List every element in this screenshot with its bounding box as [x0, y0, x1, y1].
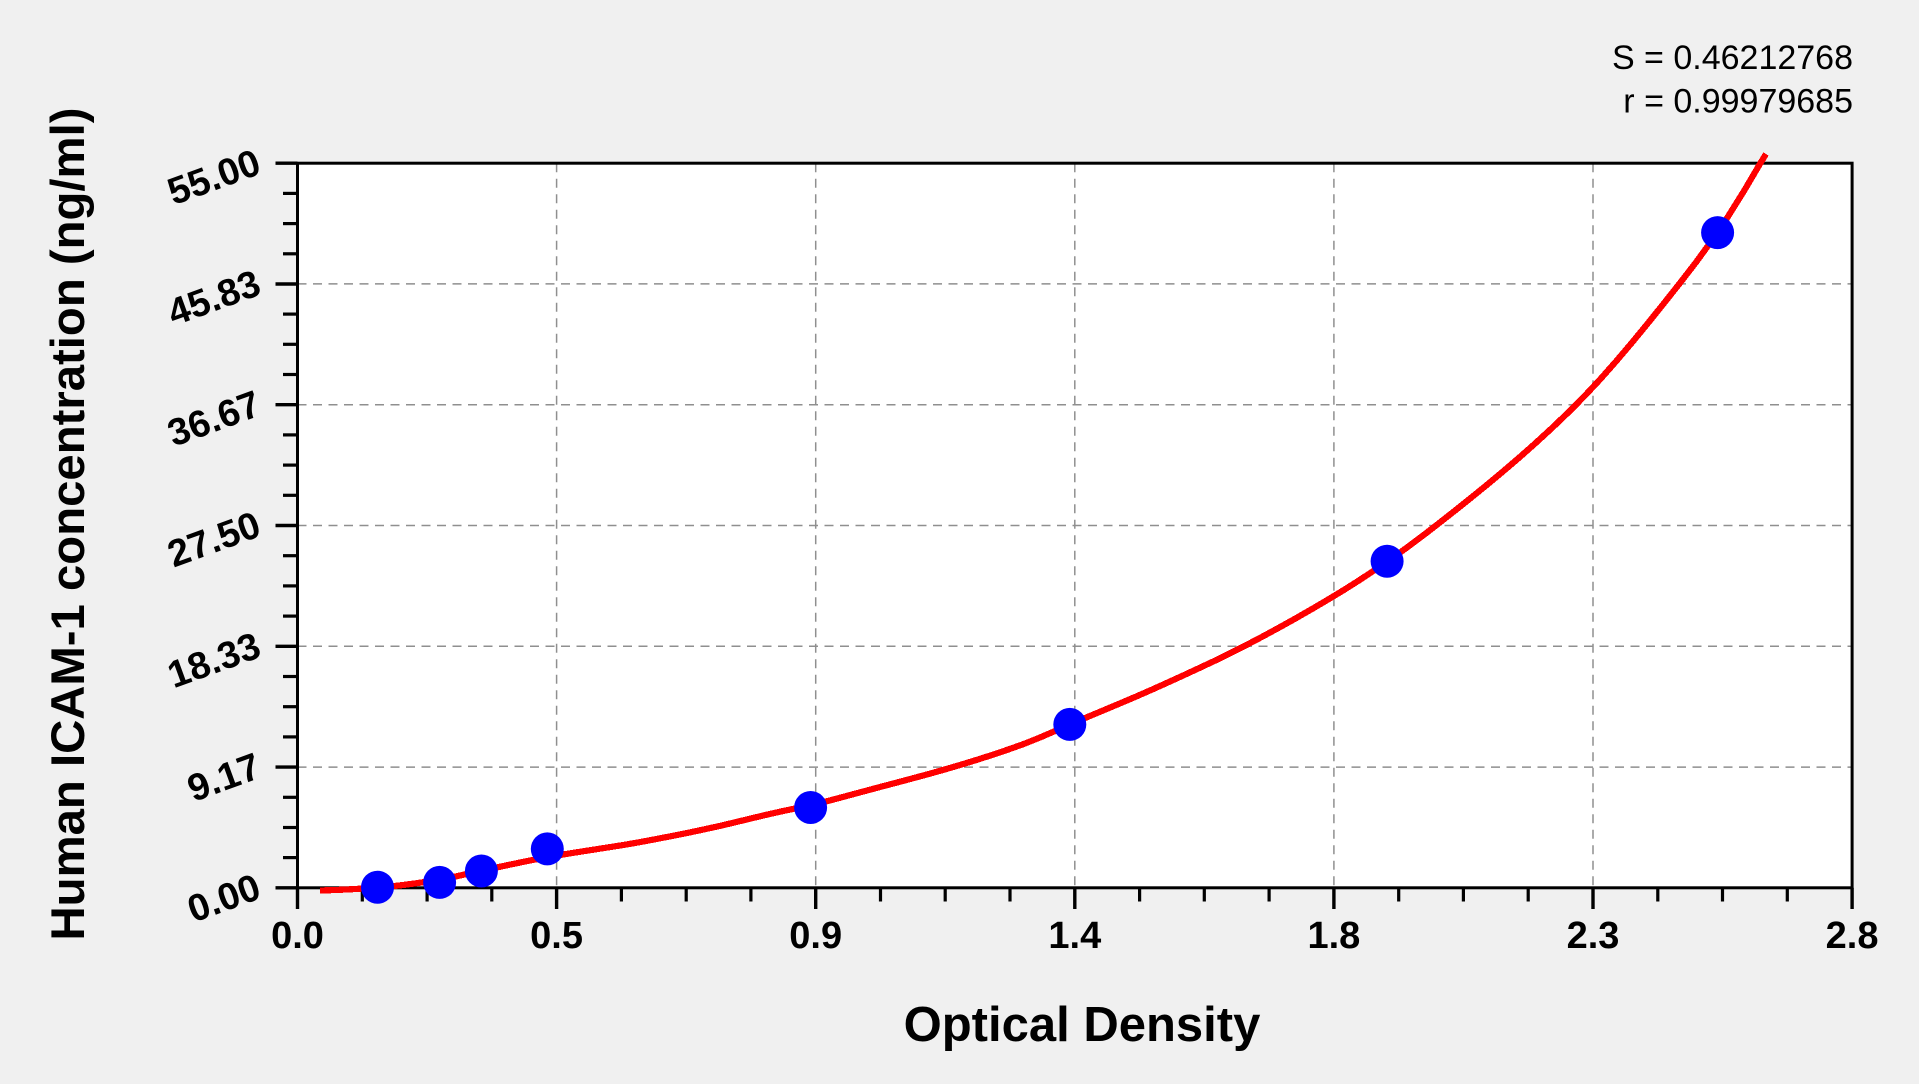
- svg-text:1.8: 1.8: [1307, 915, 1360, 957]
- svg-text:2.3: 2.3: [1567, 915, 1620, 957]
- svg-text:r = 0.99979685: r = 0.99979685: [1623, 83, 1853, 121]
- svg-text:Human ICAM-1 concentration (ng: Human ICAM-1 concentration (ng/ml): [42, 108, 95, 941]
- svg-text:0.5: 0.5: [530, 915, 583, 957]
- svg-text:Optical Density: Optical Density: [904, 998, 1261, 1052]
- svg-text:1.4: 1.4: [1048, 915, 1101, 957]
- svg-text:2.8: 2.8: [1826, 915, 1879, 957]
- svg-text:0.9: 0.9: [789, 915, 842, 957]
- svg-text:0.0: 0.0: [271, 915, 324, 957]
- svg-text:S = 0.46212768: S = 0.46212768: [1612, 39, 1853, 77]
